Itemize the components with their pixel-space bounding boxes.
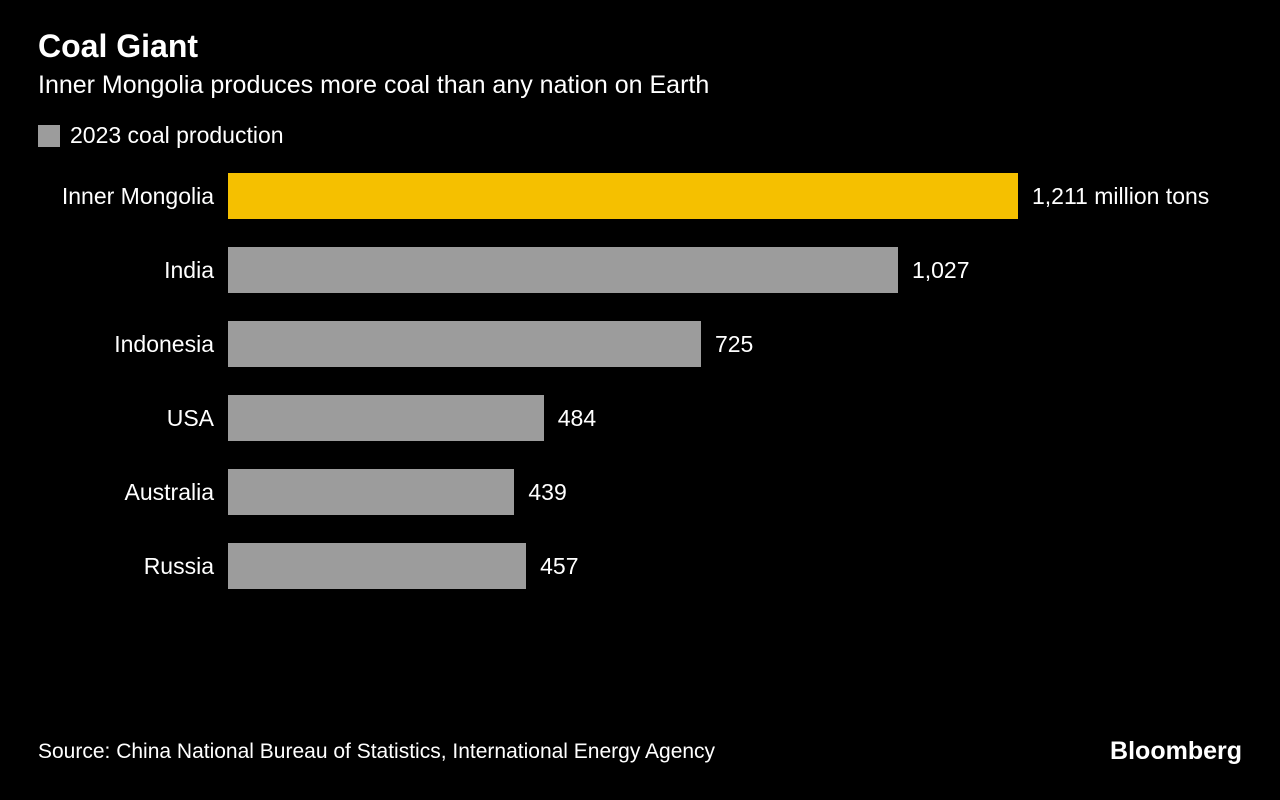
bar-row: Australia 439	[38, 469, 1242, 515]
bar-fill	[228, 543, 526, 589]
bar-track: 439	[228, 469, 1242, 515]
bar-fill	[228, 247, 898, 293]
bar-fill	[228, 321, 701, 367]
bar-row: Inner Mongolia 1,211 million tons	[38, 173, 1242, 219]
bar-row: USA 484	[38, 395, 1242, 441]
bar-label: Australia	[38, 479, 228, 506]
bar-fill	[228, 173, 1018, 219]
bar-track: 725	[228, 321, 1242, 367]
bar-track: 1,211 million tons	[228, 173, 1242, 219]
bar-label: Indonesia	[38, 331, 228, 358]
bar-label: India	[38, 257, 228, 284]
bar-row: Indonesia 725	[38, 321, 1242, 367]
bar-fill	[228, 395, 544, 441]
bar-row: Russia 457	[38, 543, 1242, 589]
bar-label: Inner Mongolia	[38, 183, 228, 210]
bar-fill	[228, 469, 514, 515]
bar-value: 1,027	[898, 257, 970, 284]
bar-track: 484	[228, 395, 1242, 441]
source-text: Source: China National Bureau of Statist…	[38, 740, 715, 764]
bar-label: Russia	[38, 553, 228, 580]
bar-value: 484	[544, 405, 596, 432]
bar-value: 457	[526, 553, 578, 580]
legend-swatch	[38, 125, 60, 147]
chart-subtitle: Inner Mongolia produces more coal than a…	[38, 71, 1242, 100]
bar-track: 1,027	[228, 247, 1242, 293]
bar-value: 725	[701, 331, 753, 358]
chart-title: Coal Giant	[38, 28, 1242, 65]
brand-logo: Bloomberg	[1110, 737, 1242, 766]
chart-legend: 2023 coal production	[38, 122, 1242, 149]
bars-container: Inner Mongolia 1,211 million tons India …	[38, 173, 1242, 589]
bar-value: 1,211 million tons	[1018, 183, 1209, 210]
bar-value: 439	[514, 479, 566, 506]
bar-label: USA	[38, 405, 228, 432]
bar-track: 457	[228, 543, 1242, 589]
bar-row: India 1,027	[38, 247, 1242, 293]
legend-label: 2023 coal production	[70, 122, 284, 149]
